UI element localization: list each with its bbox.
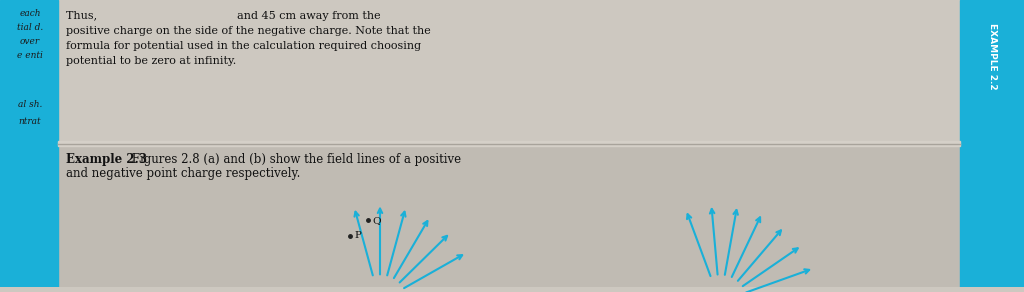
Text: Thus,                                        and 45 cm away from the: Thus, and 45 cm away from the — [66, 11, 381, 21]
Text: over: over — [19, 37, 40, 46]
Text: e enti: e enti — [17, 51, 43, 60]
Text: Example 2.3: Example 2.3 — [66, 153, 147, 166]
Text: Q: Q — [372, 216, 381, 225]
Text: al sh.: al sh. — [17, 100, 42, 109]
Text: tial d.: tial d. — [16, 23, 43, 32]
Text: positive charge on the side of the negative charge. Note that the: positive charge on the side of the negat… — [66, 27, 431, 36]
Bar — [0, 0, 1024, 143]
Text: P: P — [354, 232, 360, 240]
Text: and negative point charge respectively.: and negative point charge respectively. — [66, 166, 300, 180]
Bar — [58, 140, 961, 147]
Text: potential to be zero at infinity.: potential to be zero at infinity. — [66, 56, 237, 66]
Bar — [961, 0, 1024, 143]
Bar — [0, 143, 1024, 287]
Text: EXAMPLE 2.2: EXAMPLE 2.2 — [987, 23, 996, 89]
Text: Figures 2.8 (a) and (b) show the field lines of a positive: Figures 2.8 (a) and (b) show the field l… — [128, 153, 461, 166]
Text: each: each — [19, 9, 41, 18]
Text: ntrat: ntrat — [18, 117, 41, 126]
Text: formula for potential used in the calculation required choosing: formula for potential used in the calcul… — [66, 41, 421, 51]
Bar — [961, 143, 1024, 287]
Bar — [0, 0, 58, 287]
